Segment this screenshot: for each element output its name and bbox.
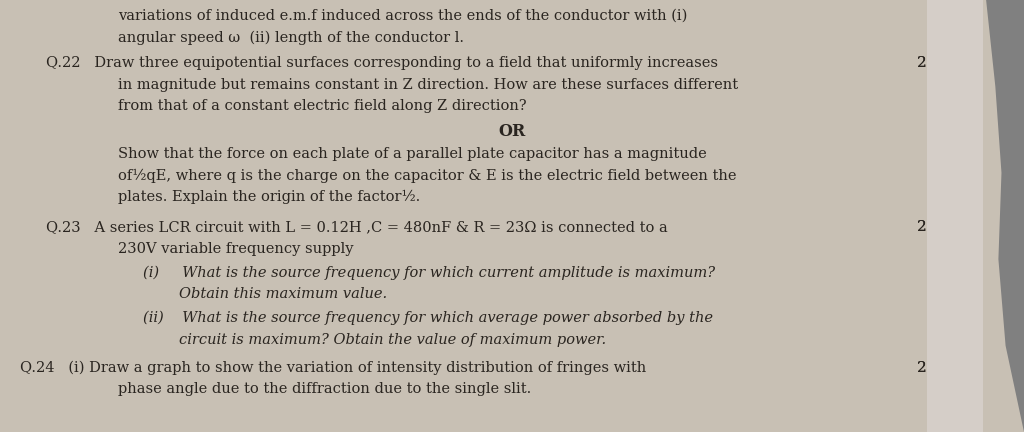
Text: 2: 2 [916, 361, 927, 375]
Text: Show that the force on each plate of a parallel plate capacitor has a magnitude: Show that the force on each plate of a p… [118, 147, 707, 161]
Text: 2: 2 [916, 56, 927, 70]
Text: 2: 2 [916, 220, 927, 234]
Text: OR: OR [499, 123, 525, 140]
Text: 230V variable frequency supply: 230V variable frequency supply [118, 242, 353, 256]
Text: of½qE, where q is the charge on the capacitor & E is the electric field between : of½qE, where q is the charge on the capa… [118, 168, 736, 183]
Text: 2: 2 [916, 361, 927, 375]
Text: Q.23   A series LCR circuit with L = 0.12H ,C = 480nF & R = 23Ω is connected to : Q.23 A series LCR circuit with L = 0.12H… [46, 220, 668, 234]
Text: Q.22   Draw three equipotential surfaces corresponding to a field that uniformly: Q.22 Draw three equipotential surfaces c… [46, 56, 718, 70]
Text: 2: 2 [916, 56, 927, 70]
Bar [927, 0, 983, 432]
Text: variations of induced e.m.f induced across the ends of the conductor with (i): variations of induced e.m.f induced acro… [118, 9, 687, 22]
Text: (i)     What is the source frequency for which current amplitude is maximum?: (i) What is the source frequency for whi… [143, 266, 716, 280]
Text: angular speed ω  (ii) length of the conductor l.: angular speed ω (ii) length of the condu… [118, 30, 464, 44]
Text: (ii)    What is the source frequency for which average power absorbed by the: (ii) What is the source frequency for wh… [143, 311, 714, 325]
PathPatch shape [986, 0, 1024, 432]
Text: from that of a constant electric field along Z direction?: from that of a constant electric field a… [118, 99, 526, 113]
Text: 2: 2 [916, 220, 927, 234]
Text: in magnitude but remains constant in Z direction. How are these surfaces differe: in magnitude but remains constant in Z d… [118, 78, 738, 92]
Text: circuit is maximum? Obtain the value of maximum power.: circuit is maximum? Obtain the value of … [179, 333, 606, 346]
Text: phase angle due to the diffraction due to the single slit.: phase angle due to the diffraction due t… [118, 382, 531, 396]
Text: Q.24   (i) Draw a graph to show the variation of intensity distribution of fring: Q.24 (i) Draw a graph to show the variat… [20, 361, 647, 375]
Text: plates. Explain the origin of the factor½.: plates. Explain the origin of the factor… [118, 190, 420, 204]
Text: Obtain this maximum value.: Obtain this maximum value. [179, 287, 387, 301]
